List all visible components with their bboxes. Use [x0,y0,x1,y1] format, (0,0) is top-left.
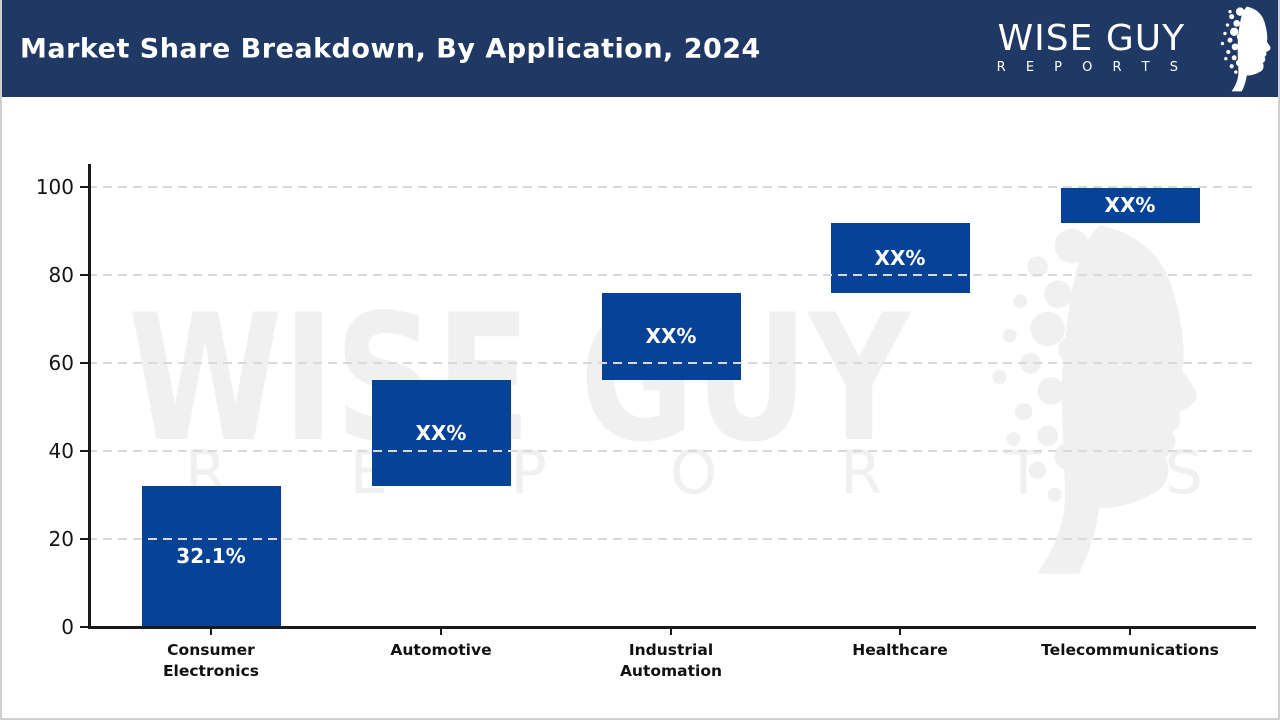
gridline [88,274,1256,276]
bar-value-label: XX% [874,245,926,270]
x-category-label: Automotive [326,640,556,661]
bar-industrial-automation [601,292,741,380]
bar-healthcare [830,222,970,293]
logo-wordmark: WISE GUY R E P O R T S [997,20,1186,77]
y-tick-label: 20 [48,527,74,551]
bar-value-label: XX% [415,420,467,445]
x-category-label-line: Healthcare [852,641,948,659]
x-category-label-line: Telecommunications [1041,641,1219,659]
gridline [88,450,1256,452]
y-tick-label: 60 [48,351,74,375]
y-axis-line [88,164,91,628]
header-bar: Market Share Breakdown, By Application, … [0,0,1280,97]
logo-wordmark-line2: R E P O R T S [996,60,1186,75]
x-tick [670,627,672,635]
x-category-label: Telecommunications [1015,640,1245,661]
y-tick-label: 40 [48,439,74,463]
x-category-label: Consumer Electronics [96,640,326,682]
y-tick [80,274,88,276]
gridline [88,362,1256,364]
x-tick [210,627,212,635]
x-tick [440,627,442,635]
x-axis-line [88,626,1256,629]
bar-value-label: 32.1% [176,544,246,569]
x-category-label-line: Automation [619,662,723,680]
y-tick-label: 100 [35,175,74,199]
bar-telecommunications [1060,187,1200,223]
x-category-label-line: Electronics [162,662,260,680]
y-tick [80,450,88,452]
logo-wordmark-line1: WISE GUY [997,18,1186,59]
y-tick-label: 80 [48,263,74,287]
x-category-label-line: Industrial [628,641,714,659]
x-tick [899,627,901,635]
wise-guy-logo: WISE GUY R E P O R T S [997,0,1272,97]
head-profile-logo-icon [1220,6,1271,91]
x-category-label-line: Consumer [167,641,255,659]
watermark-text-line1: WISE GUY [128,278,910,481]
gridline [88,186,1256,188]
x-category-label: Industrial Automation [556,640,786,682]
bar-consumer-electronics [141,485,281,627]
x-category-label-line: Automotive [390,641,492,659]
x-tick [1129,627,1131,635]
gridline [88,538,1256,540]
bar-value-label: XX% [645,324,697,349]
y-tick [80,186,88,188]
y-tick [80,626,88,628]
page-title: Market Share Breakdown, By Application, … [20,33,761,64]
bar-automotive [371,379,511,486]
y-tick [80,362,88,364]
y-tick-label: 0 [61,615,74,639]
y-tick [80,538,88,540]
bar-value-label: XX% [1104,193,1156,218]
x-category-label: Healthcare [785,640,1015,661]
